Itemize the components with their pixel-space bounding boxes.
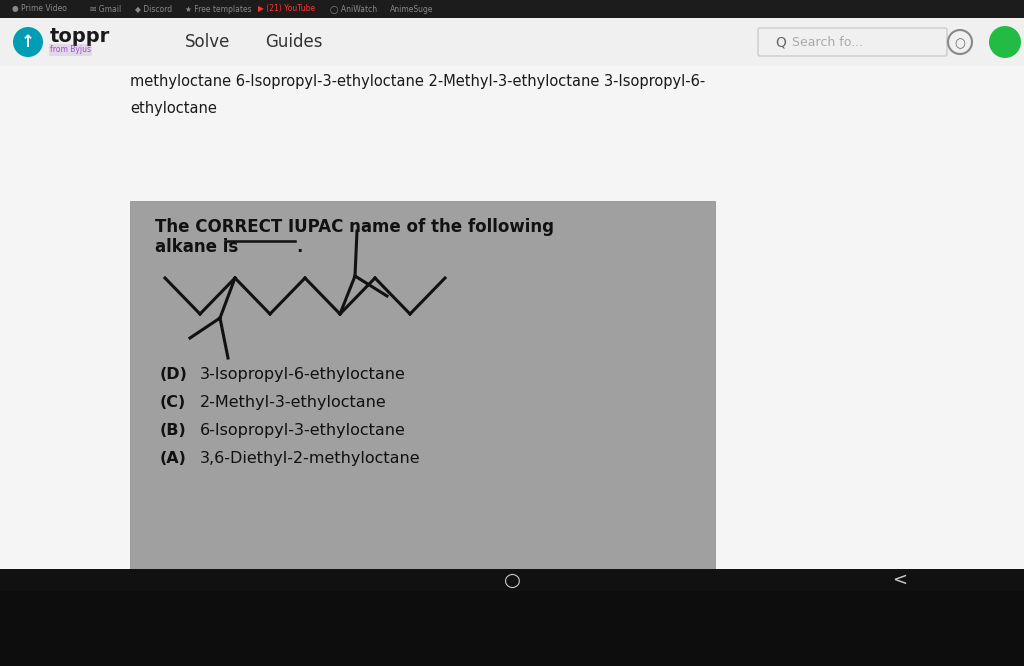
Text: 3-Isopropyl-6-ethyloctane: 3-Isopropyl-6-ethyloctane: [200, 367, 406, 382]
Text: Guides: Guides: [265, 33, 323, 51]
FancyBboxPatch shape: [758, 28, 947, 56]
Bar: [0, 66, 1024, 591]
Text: ○: ○: [504, 571, 520, 589]
Text: toppr: toppr: [50, 27, 111, 45]
Text: ▶ (21) YouTube: ▶ (21) YouTube: [258, 5, 315, 13]
Text: ★ Free templates: ★ Free templates: [185, 5, 252, 13]
Text: (C): (C): [160, 395, 186, 410]
Bar: [0, 0, 1024, 18]
Bar: [0, 18, 1024, 66]
Text: (A): (A): [160, 451, 186, 466]
Text: The CORRECT IUPAC name of the following: The CORRECT IUPAC name of the following: [155, 218, 554, 236]
Text: (B): (B): [160, 423, 186, 438]
Text: (D): (D): [160, 367, 187, 382]
Text: 6-Isopropyl-3-ethyloctane: 6-Isopropyl-3-ethyloctane: [200, 423, 406, 438]
Text: Q: Q: [775, 35, 785, 49]
Text: methyloctane 6-Isopropyl-3-ethyloctane 2-Methyl-3-ethyloctane 3-Isopropyl-6-
eth: methyloctane 6-Isopropyl-3-ethyloctane 2…: [130, 74, 706, 116]
Text: alkane is: alkane is: [155, 238, 239, 256]
Text: ◯ AniWatch: ◯ AniWatch: [330, 5, 377, 13]
Text: <: <: [893, 571, 907, 589]
Text: ○: ○: [954, 37, 966, 51]
Text: ✉ Gmail: ✉ Gmail: [90, 5, 121, 13]
Bar: [130, 201, 715, 591]
Text: .: .: [296, 238, 302, 256]
Text: ↑: ↑: [22, 33, 35, 51]
Text: from Byjus: from Byjus: [50, 45, 91, 55]
Text: 2-Methyl-3-ethyloctane: 2-Methyl-3-ethyloctane: [200, 395, 387, 410]
Text: Search fo...: Search fo...: [792, 35, 863, 49]
Circle shape: [13, 27, 43, 57]
Text: AnimeSuge: AnimeSuge: [390, 5, 433, 13]
Bar: [0, 591, 1024, 666]
Text: 3,6-Diethyl-2-methyloctane: 3,6-Diethyl-2-methyloctane: [200, 451, 421, 466]
Circle shape: [989, 26, 1021, 58]
Bar: [0, 569, 1024, 591]
Text: ◆ Discord: ◆ Discord: [135, 5, 172, 13]
Text: Solve: Solve: [185, 33, 230, 51]
Text: ● Prime Video: ● Prime Video: [12, 5, 67, 13]
